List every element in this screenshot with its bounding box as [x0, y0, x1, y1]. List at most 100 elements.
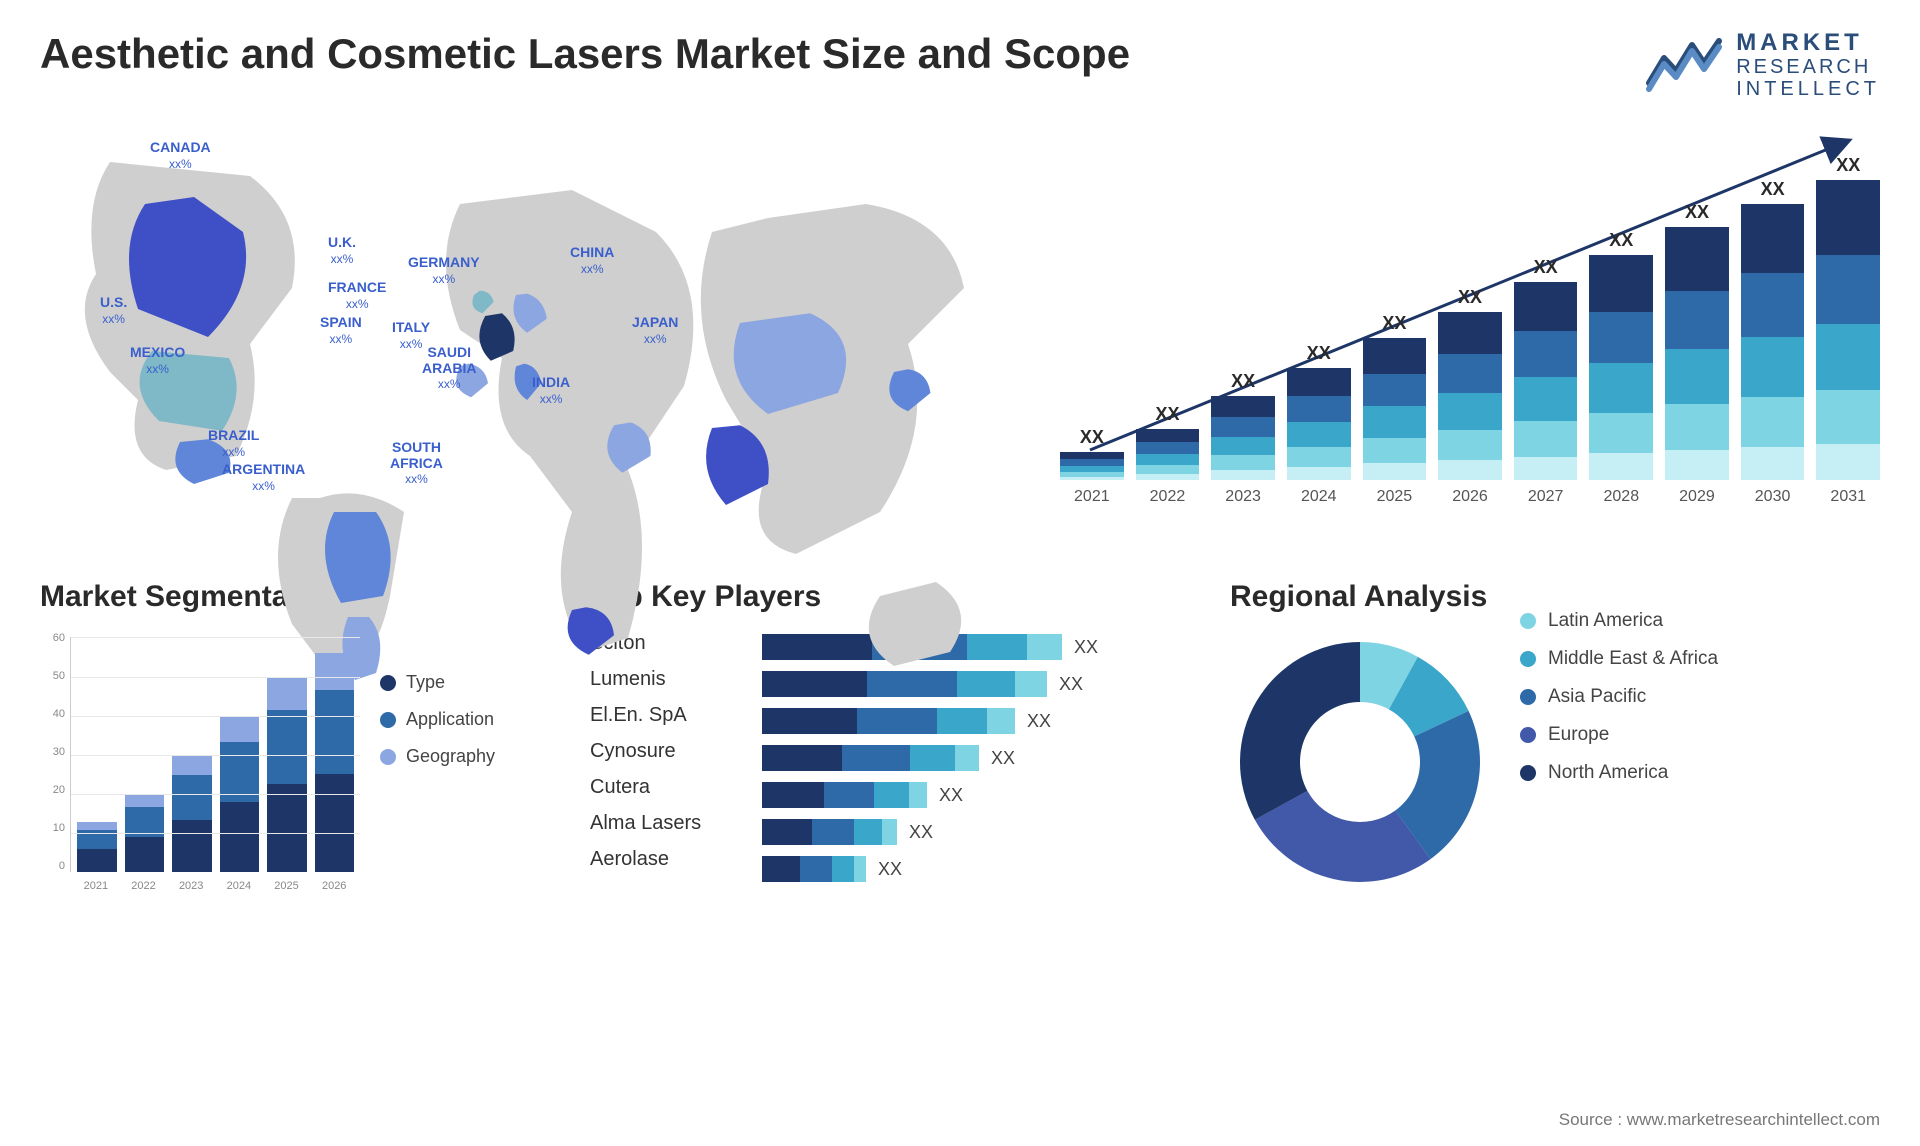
growth-x-label: 2029 — [1665, 488, 1729, 506]
growth-bar: XX — [1136, 404, 1200, 481]
key-player-name: Aerolase — [590, 848, 730, 871]
map-label: JAPANxx% — [632, 315, 678, 346]
growth-x-label: 2030 — [1741, 488, 1805, 506]
seg-bar — [172, 755, 212, 872]
seg-y-tick: 60 — [40, 632, 65, 644]
seg-y-tick: 30 — [40, 746, 65, 758]
growth-bar-value: XX — [1609, 230, 1633, 251]
map-label: GERMANYxx% — [408, 255, 480, 286]
regional-legend: Latin America Middle East & Africa Asia Pa… — [1520, 580, 1718, 920]
growth-bar: XX — [1363, 313, 1427, 480]
map-label: ARGENTINAxx% — [222, 462, 305, 493]
logo: MARKET RESEARCH INTELLECT — [1644, 30, 1880, 100]
growth-bar: XX — [1514, 257, 1578, 481]
growth-bar-value: XX — [1685, 202, 1709, 223]
seg-bar — [315, 653, 355, 872]
growth-x-label: 2021 — [1060, 488, 1124, 506]
seg-x-label: 2023 — [171, 880, 211, 892]
growth-bar: XX — [1589, 230, 1653, 480]
key-player-value: XX — [1027, 711, 1051, 732]
map-label: SAUDIARABIAxx% — [422, 345, 476, 391]
seg-x-label: 2024 — [219, 880, 259, 892]
header: Aesthetic and Cosmetic Lasers Market Siz… — [40, 30, 1880, 100]
seg-y-tick: 10 — [40, 822, 65, 834]
seg-x-label: 2026 — [314, 880, 354, 892]
source-text: Source : www.marketresearchintellect.com — [1559, 1110, 1880, 1130]
logo-text: MARKET RESEARCH INTELLECT — [1736, 30, 1880, 100]
growth-chart: XXXXXXXXXXXXXXXXXXXXXX 20212022202320242… — [1060, 120, 1880, 540]
top-section: CANADAxx% U.S.xx%MEXICOxx% BRAZILxx%ARGENT… — [40, 120, 1880, 540]
regional-legend-item: Europe — [1520, 724, 1718, 746]
logo-line2: RESEARCH — [1736, 56, 1880, 78]
map-label: CHINAxx% — [570, 245, 614, 276]
key-player-value: XX — [909, 822, 933, 843]
map-svg — [40, 120, 1020, 708]
growth-bar-value: XX — [1534, 257, 1558, 278]
page-title: Aesthetic and Cosmetic Lasers Market Siz… — [40, 30, 1130, 78]
seg-legend-item: Application — [380, 709, 495, 730]
growth-bar-value: XX — [1382, 313, 1406, 334]
seg-x-label: 2022 — [124, 880, 164, 892]
growth-bar: XX — [1665, 202, 1729, 480]
map-label: BRAZILxx% — [208, 428, 259, 459]
growth-x-label: 2028 — [1589, 488, 1653, 506]
key-player-bar: XX — [762, 819, 1200, 845]
key-player-name: Cynosure — [590, 740, 730, 763]
growth-x-label: 2022 — [1136, 488, 1200, 506]
seg-x-label: 2021 — [76, 880, 116, 892]
key-player-value: XX — [991, 748, 1015, 769]
key-player-value: XX — [1059, 674, 1083, 695]
map-label: FRANCExx% — [328, 280, 386, 311]
seg-bar — [267, 677, 307, 873]
map-label: U.K.xx% — [328, 235, 356, 266]
seg-legend-item: Geography — [380, 746, 495, 767]
world-map: CANADAxx% U.S.xx%MEXICOxx% BRAZILxx%ARGENT… — [40, 120, 1020, 540]
growth-bar-value: XX — [1761, 179, 1785, 200]
regional-legend-item: Latin America — [1520, 610, 1718, 632]
growth-bar-value: XX — [1080, 427, 1104, 448]
seg-y-tick: 40 — [40, 708, 65, 720]
growth-bar-value: XX — [1836, 155, 1860, 176]
key-player-value: XX — [939, 785, 963, 806]
key-player-value: XX — [1074, 637, 1098, 658]
regional-panel: Regional Analysis Latin America Middle Ea… — [1230, 580, 1880, 920]
growth-x-label: 2026 — [1438, 488, 1502, 506]
segmentation-chart: 6050403020100 202120222023202420252026 — [40, 632, 360, 892]
seg-y-tick: 50 — [40, 670, 65, 682]
growth-bar: XX — [1741, 179, 1805, 481]
regional-legend-item: North America — [1520, 762, 1718, 784]
logo-line1: MARKET — [1736, 30, 1880, 56]
map-label: SOUTHAFRICAxx% — [390, 440, 443, 486]
key-player-name: Cutera — [590, 776, 730, 799]
logo-icon — [1644, 33, 1724, 98]
growth-bar-value: XX — [1307, 343, 1331, 364]
growth-bar: XX — [1211, 371, 1275, 480]
map-label: MEXICOxx% — [130, 345, 185, 376]
growth-x-label: 2024 — [1287, 488, 1351, 506]
regional-legend-item: Asia Pacific — [1520, 686, 1718, 708]
growth-bar: XX — [1816, 155, 1880, 480]
growth-bar-value: XX — [1155, 404, 1179, 425]
map-label: CANADAxx% — [150, 140, 211, 171]
seg-bar — [77, 822, 117, 873]
key-player-bar: XX — [762, 782, 1200, 808]
growth-x-label: 2031 — [1816, 488, 1880, 506]
growth-x-label: 2025 — [1363, 488, 1427, 506]
growth-x-label: 2027 — [1514, 488, 1578, 506]
key-player-bar: XX — [762, 745, 1200, 771]
growth-x-label: 2023 — [1211, 488, 1275, 506]
map-label: U.S.xx% — [100, 295, 127, 326]
donut-slice — [1240, 642, 1360, 820]
donut-chart — [1230, 632, 1490, 892]
regional-legend-item: Middle East & Africa — [1520, 648, 1718, 670]
growth-bar: XX — [1287, 343, 1351, 481]
growth-bar: XX — [1060, 427, 1124, 480]
key-player-bar: XX — [762, 856, 1200, 882]
map-label: INDIAxx% — [532, 375, 570, 406]
seg-x-label: 2025 — [267, 880, 307, 892]
key-player-bar: XX — [762, 708, 1200, 734]
map-label: SPAINxx% — [320, 315, 362, 346]
seg-y-tick: 20 — [40, 784, 65, 796]
regional-title: Regional Analysis — [1230, 580, 1490, 614]
key-player-value: XX — [878, 859, 902, 880]
